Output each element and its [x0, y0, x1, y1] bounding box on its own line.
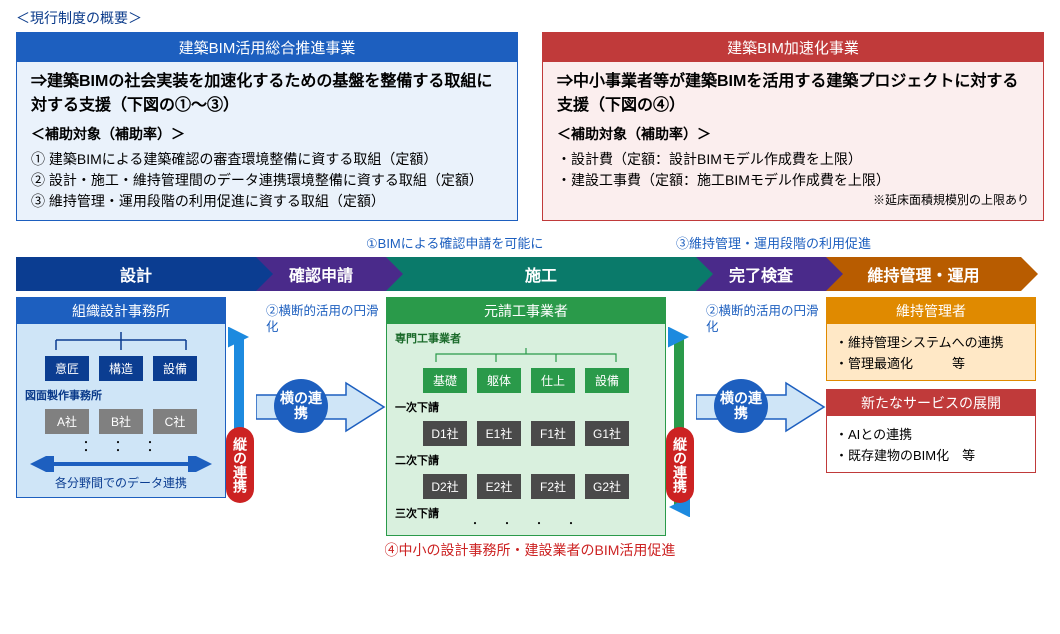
callout-1: ①BIMによる確認申請を可能に	[366, 233, 543, 252]
box-red-item: ・建設工事費（定額：施工BIMモデル作成費を上限）	[557, 170, 1029, 191]
org-box: 意匠	[45, 356, 89, 381]
box-blue-lead: ⇒建築BIMの社会実装を加速化するための基盤を整備する取組に対する支援（下図の①…	[31, 70, 503, 118]
box-red-sub: ＜補助対象（補助率）＞	[557, 124, 1029, 145]
callout-3: ③維持管理・運用段階の利用促進	[676, 233, 871, 252]
design-panel-title: 組織設計事務所	[17, 298, 225, 324]
tree-connector-icon	[36, 332, 206, 350]
design-panel: 組織設計事務所 意匠 構造 設備 図面製作事務所 A社 B社 C社 ・ ・ ・・…	[16, 297, 226, 498]
org-box: C社	[153, 409, 197, 434]
org-box: E2社	[477, 474, 521, 499]
maint-item: ・AIとの連携	[835, 424, 1027, 443]
col-design: 組織設計事務所 意匠 構造 設備 図面製作事務所 A社 B社 C社 ・ ・ ・・…	[16, 297, 256, 536]
section-header: ＜現行制度の概要＞	[16, 8, 1044, 28]
box-red: 建築BIM加速化事業 ⇒中小事業者等が建築BIMを活用する建築プロジェクトに対す…	[542, 32, 1044, 221]
lower-area: 組織設計事務所 意匠 構造 設備 図面製作事務所 A社 B社 C社 ・ ・ ・・…	[16, 297, 1044, 536]
org-box: D1社	[423, 421, 467, 446]
yoko-badge: 横の連携	[274, 379, 328, 433]
construct-label2: 一次下請	[395, 399, 657, 415]
org-box: 仕上	[531, 368, 575, 393]
dots: ・ ・ ・・ ・ ・	[25, 440, 217, 456]
callout-4: ④中小の設計事務所・建設業者のBIM活用促進	[16, 540, 1044, 560]
tree-connector-icon	[406, 348, 646, 362]
org-box: 基礎	[423, 368, 467, 393]
col-maint: 維持管理者 ・維持管理システムへの連携 ・管理最適化 等 新たなサービスの展開 …	[826, 297, 1036, 536]
top-boxes: 建築BIM活用総合推進事業 ⇒建築BIMの社会実装を加速化するための基盤を整備す…	[16, 32, 1044, 221]
col-gap1: ②横断的活用の円滑化 横の連携	[256, 297, 386, 536]
construct-panel: 元請工事業者 専門工事業者 基礎 躯体 仕上 設備 一次下請 D1社 E1社 F…	[386, 297, 666, 536]
maint-item: ・既存建物のBIM化 等	[835, 445, 1027, 464]
box-blue-item: ① 建築BIMによる建築確認の審査環境整備に資する取組（定額）	[31, 149, 503, 170]
flow-step-complete: 完了検査	[696, 257, 826, 291]
callout-2a: ②横断的活用の円滑化	[266, 303, 386, 336]
box-blue-item: ③ 維持管理・運用段階の利用促進に資する取組（定額）	[31, 191, 503, 212]
flow-step-construct: 施工	[386, 257, 696, 291]
dots: ・ ・ ・ ・	[395, 521, 657, 529]
maint-panel2-title: 新たなサービスの展開	[827, 390, 1035, 416]
flow-row: 設計 確認申請 施工 完了検査 維持管理・運用	[16, 257, 1044, 291]
org-box: 設備	[153, 356, 197, 381]
box-blue: 建築BIM活用総合推進事業 ⇒建築BIMの社会実装を加速化するための基盤を整備す…	[16, 32, 518, 221]
yoko-badge: 横の連携	[714, 379, 768, 433]
box-blue-sub: ＜補助対象（補助率）＞	[31, 124, 503, 145]
design-bottom: 各分野間でのデータ連携	[25, 474, 217, 491]
callouts-top: ①BIMによる確認申請を可能に ③維持管理・運用段階の利用促進	[16, 233, 1044, 257]
org-box: G1社	[585, 421, 629, 446]
tate-badge: 縦の連携	[226, 427, 254, 503]
org-box: A社	[45, 409, 89, 434]
flow-step-confirm: 確認申請	[256, 257, 386, 291]
org-box: G2社	[585, 474, 629, 499]
tate-badge: 縦の連携	[666, 427, 694, 503]
org-box: 構造	[99, 356, 143, 381]
org-box: E1社	[477, 421, 521, 446]
org-box: B社	[99, 409, 143, 434]
box-blue-title: 建築BIM活用総合推進事業	[17, 33, 517, 62]
maint-panel1: 維持管理者 ・維持管理システムへの連携 ・管理最適化 等	[826, 297, 1036, 381]
callout-2b: ②横断的活用の円滑化	[706, 303, 826, 336]
maint-item: ・管理最適化 等	[835, 353, 1027, 372]
col-construct: 元請工事業者 専門工事業者 基礎 躯体 仕上 設備 一次下請 D1社 E1社 F…	[386, 297, 696, 536]
maint-item: ・維持管理システムへの連携	[835, 332, 1027, 351]
org-box: D2社	[423, 474, 467, 499]
construct-label3: 二次下請	[395, 452, 657, 468]
box-red-item: ・設計費（定額：設計BIMモデル作成費を上限）	[557, 149, 1029, 170]
flow-step-maint: 維持管理・運用	[826, 257, 1021, 291]
construct-label1: 専門工事業者	[395, 330, 657, 346]
maint-panel1-title: 維持管理者	[827, 298, 1035, 324]
box-red-title: 建築BIM加速化事業	[543, 33, 1043, 62]
maint-panel2: 新たなサービスの展開 ・AIとの連携 ・既存建物のBIM化 等	[826, 389, 1036, 473]
flow-step-design: 設計	[16, 257, 256, 291]
org-box: F1社	[531, 421, 575, 446]
org-box: F2社	[531, 474, 575, 499]
design-label2: 図面製作事務所	[25, 387, 217, 403]
org-box: 躯体	[477, 368, 521, 393]
box-red-note: ※延床面積規模別の上限あり	[557, 191, 1029, 209]
col-gap2: ②横断的活用の円滑化 横の連携	[696, 297, 826, 536]
box-blue-item: ② 設計・施工・維持管理間のデータ連携環境整備に資する取組（定額）	[31, 170, 503, 191]
box-red-lead: ⇒中小事業者等が建築BIMを活用する建築プロジェクトに対する支援（下図の④）	[557, 70, 1029, 118]
hz-double-arrow-icon	[26, 456, 216, 472]
org-box: 設備	[585, 368, 629, 393]
construct-title: 元請工事業者	[387, 298, 665, 324]
